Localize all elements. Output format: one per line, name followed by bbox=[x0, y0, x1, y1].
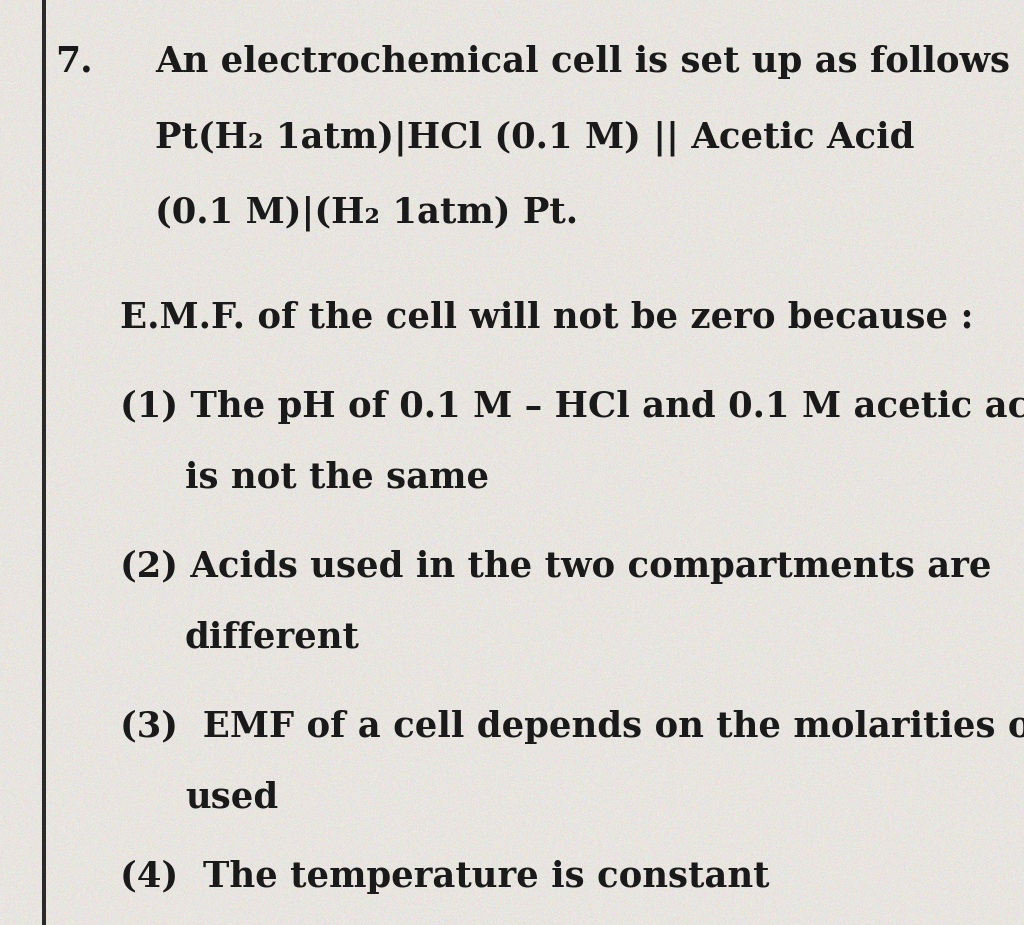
Text: (3)  EMF of a cell depends on the molarities of acids: (3) EMF of a cell depends on the molarit… bbox=[120, 710, 1024, 744]
Text: (0.1 M)|(H₂ 1atm) Pt.: (0.1 M)|(H₂ 1atm) Pt. bbox=[155, 195, 579, 230]
Text: Pt(H₂ 1atm)|HCl (0.1 M) || Acetic Acid: Pt(H₂ 1atm)|HCl (0.1 M) || Acetic Acid bbox=[155, 120, 914, 155]
Text: E.M.F. of the cell will not be zero because :: E.M.F. of the cell will not be zero beca… bbox=[120, 300, 974, 334]
Text: 7.: 7. bbox=[55, 45, 92, 79]
Text: (1) The pH of 0.1 M – HCl and 0.1 M acetic acid: (1) The pH of 0.1 M – HCl and 0.1 M acet… bbox=[120, 390, 1024, 424]
Text: used: used bbox=[185, 780, 279, 814]
Text: (2) Acids used in the two compartments are: (2) Acids used in the two compartments a… bbox=[120, 550, 991, 584]
Text: different: different bbox=[185, 620, 359, 654]
Text: (4)  The temperature is constant: (4) The temperature is constant bbox=[120, 860, 769, 894]
Bar bbox=[42, 0, 46, 925]
Text: An electrochemical cell is set up as follows: An electrochemical cell is set up as fol… bbox=[155, 45, 1010, 79]
Text: is not the same: is not the same bbox=[185, 460, 489, 494]
